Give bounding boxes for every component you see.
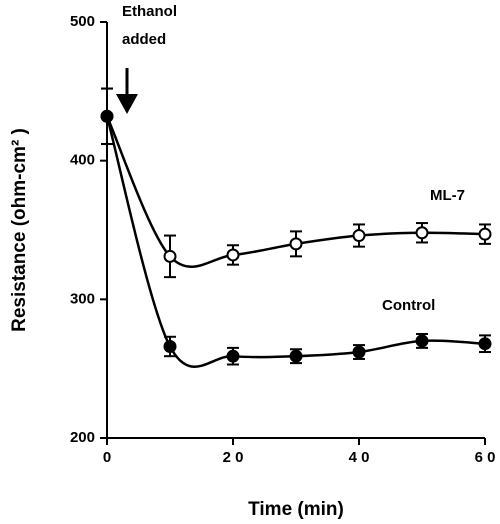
y-tick-label: 300 (70, 290, 95, 307)
marker (352, 229, 366, 243)
y-tick-label: 500 (70, 13, 95, 30)
series-label: Control (382, 297, 435, 314)
marker (352, 345, 366, 359)
x-tick-label: 2 0 (223, 449, 244, 466)
marker (478, 337, 492, 351)
annotation-arrowhead (116, 94, 138, 114)
y-tick-label: 200 (70, 429, 95, 446)
y-axis-label: Resistance (ohm-cm² ) (9, 128, 30, 332)
annotation-line: added (122, 31, 166, 48)
marker (100, 109, 114, 123)
x-tick-label: 6 0 (475, 449, 496, 466)
x-tick-label: 0 (103, 449, 111, 466)
marker (415, 226, 429, 240)
marker (478, 227, 492, 241)
series-label: ML-7 (430, 187, 465, 204)
annotation-line: Ethanol (122, 3, 177, 20)
marker (226, 248, 240, 262)
x-axis-label: Time (min) (248, 499, 344, 520)
marker (289, 237, 303, 251)
marker (289, 349, 303, 363)
marker (415, 334, 429, 348)
marker (226, 349, 240, 363)
marker (163, 249, 177, 263)
line (105, 115, 486, 368)
marker (163, 339, 177, 353)
y-tick-label: 400 (70, 152, 95, 169)
x-tick-label: 4 0 (349, 449, 370, 466)
